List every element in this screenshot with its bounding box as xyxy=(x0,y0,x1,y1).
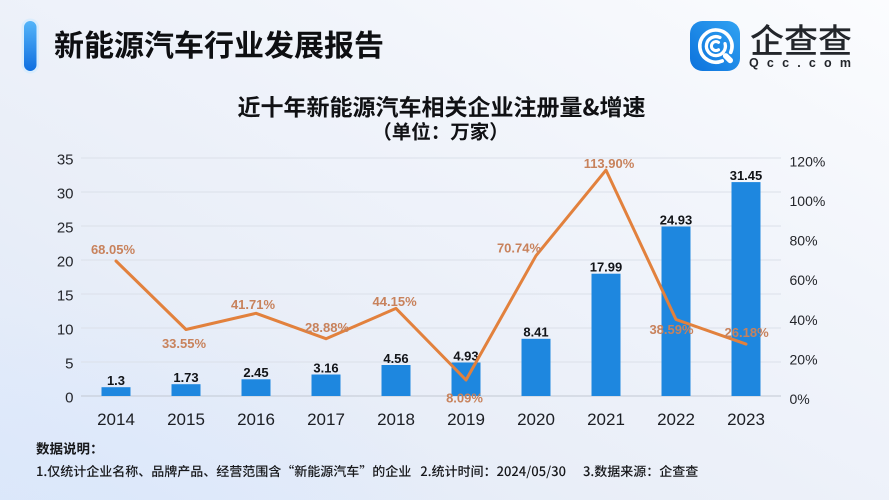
svg-text:Qcc.com: Qcc.com xyxy=(749,56,859,70)
svg-text:15: 15 xyxy=(57,287,74,304)
svg-text:20%: 20% xyxy=(790,351,818,367)
svg-text:44.15%: 44.15% xyxy=(373,294,418,309)
svg-text:40%: 40% xyxy=(790,312,818,328)
svg-text:38.59%: 38.59% xyxy=(649,322,694,337)
svg-text:20: 20 xyxy=(57,253,74,270)
svg-text:24.93: 24.93 xyxy=(660,212,693,227)
svg-text:0%: 0% xyxy=(790,391,810,407)
svg-text:10: 10 xyxy=(57,321,74,338)
svg-text:17.99: 17.99 xyxy=(590,260,623,275)
svg-text:70.74%: 70.74% xyxy=(497,241,542,256)
svg-text:8.09%: 8.09% xyxy=(446,391,483,406)
svg-text:0: 0 xyxy=(65,389,73,406)
svg-text:26.18%: 26.18% xyxy=(725,325,770,340)
svg-text:2015: 2015 xyxy=(167,410,205,429)
svg-text:33.55%: 33.55% xyxy=(162,336,207,351)
svg-text:8.41: 8.41 xyxy=(523,325,548,340)
svg-text:3.16: 3.16 xyxy=(313,360,338,375)
svg-text:80%: 80% xyxy=(790,233,818,249)
svg-text:2021: 2021 xyxy=(587,410,625,429)
svg-text:4.56: 4.56 xyxy=(383,351,408,366)
svg-text:2016: 2016 xyxy=(237,410,275,429)
svg-text:120%: 120% xyxy=(790,153,826,169)
svg-text:68.05%: 68.05% xyxy=(91,242,136,257)
svg-text:2020: 2020 xyxy=(517,410,555,429)
svg-text:60%: 60% xyxy=(790,272,818,288)
svg-text:25: 25 xyxy=(57,219,74,236)
svg-text:5: 5 xyxy=(65,355,73,372)
svg-text:31.45: 31.45 xyxy=(730,168,763,183)
svg-text:1.3: 1.3 xyxy=(107,373,125,388)
svg-text:2023: 2023 xyxy=(727,410,765,429)
svg-text:4.93: 4.93 xyxy=(453,348,478,363)
svg-text:41.71%: 41.71% xyxy=(231,297,276,312)
svg-text:30: 30 xyxy=(57,185,74,202)
svg-text:28.88%: 28.88% xyxy=(305,320,350,335)
svg-text:2019: 2019 xyxy=(447,410,485,429)
svg-text:113.90%: 113.90% xyxy=(584,156,635,171)
svg-text:35: 35 xyxy=(57,151,74,168)
svg-text:2017: 2017 xyxy=(307,410,345,429)
svg-text:2022: 2022 xyxy=(657,410,695,429)
svg-text:1.73: 1.73 xyxy=(173,370,198,385)
svg-text:100%: 100% xyxy=(790,193,826,209)
svg-text:2.45: 2.45 xyxy=(243,365,268,380)
svg-text:2018: 2018 xyxy=(377,410,415,429)
svg-text:2014: 2014 xyxy=(97,410,135,429)
